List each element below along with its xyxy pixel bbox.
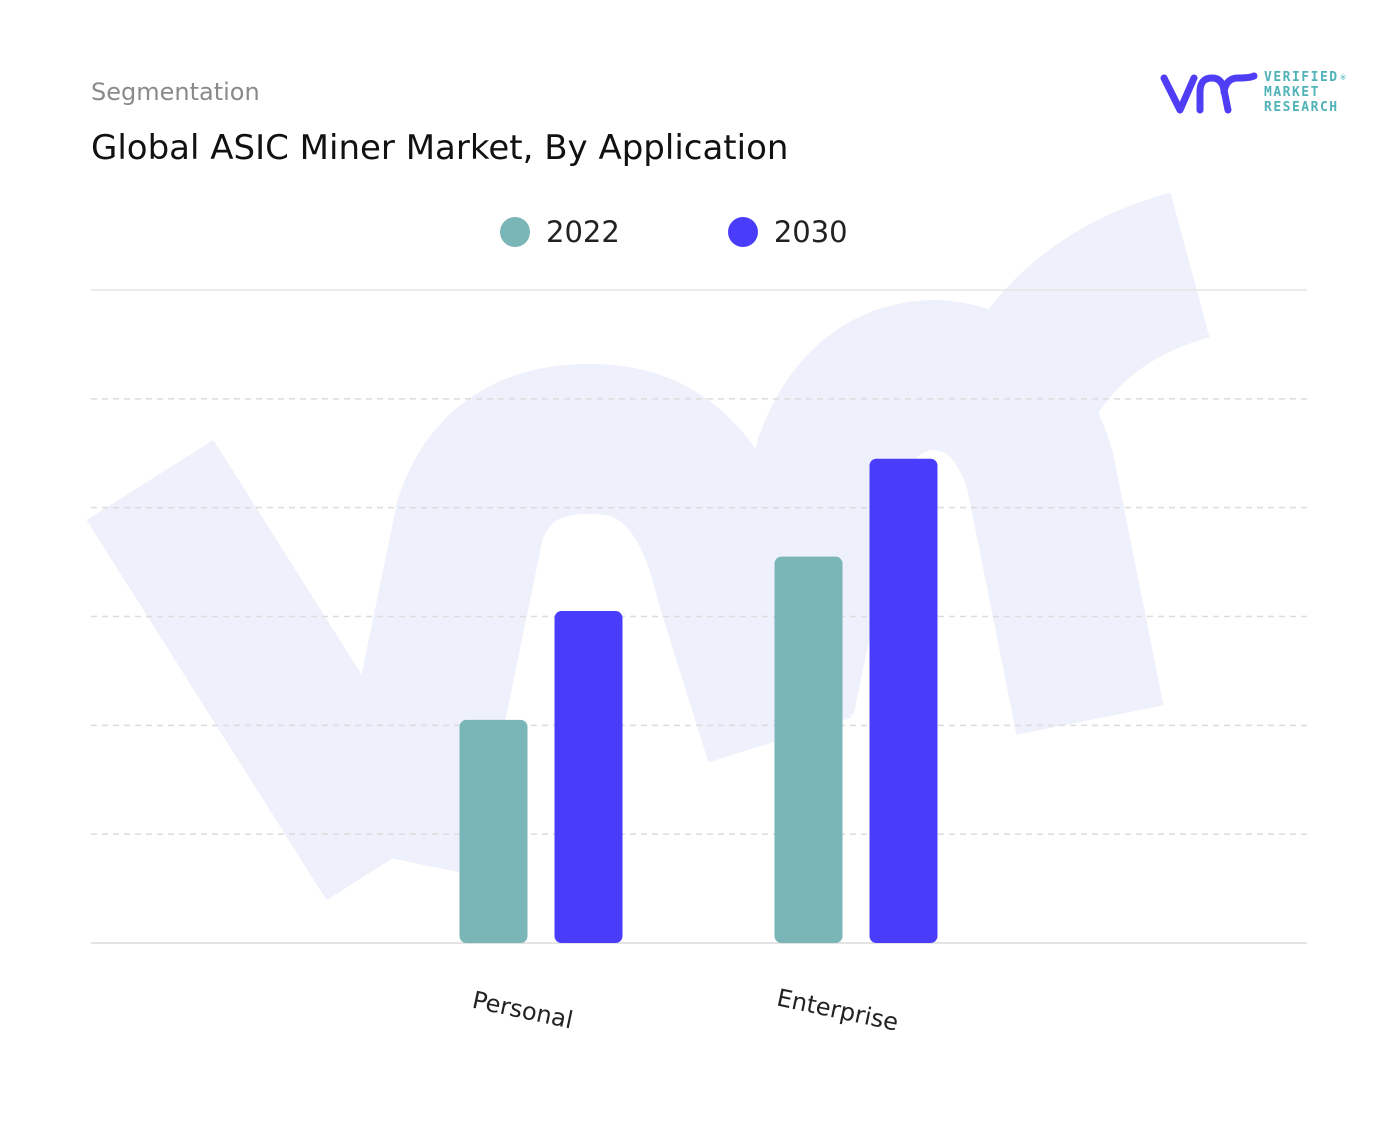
legend-label-2030: 2030 — [773, 215, 848, 249]
x-tick-label-personal: Personal — [470, 986, 576, 1035]
legend-label-2022: 2022 — [546, 215, 620, 249]
vmr-logo-icon — [1160, 72, 1258, 114]
segment-label: Segmentation — [91, 78, 260, 106]
logo-text: VERIFIED ® MARKET RESEARCH — [1264, 70, 1347, 115]
logo-line-research: RESEARCH — [1264, 100, 1339, 115]
logo-line-verified: VERIFIED — [1264, 70, 1339, 85]
legend-item-2030: 2030 — [727, 215, 848, 249]
bar-personal-2022 — [459, 719, 528, 943]
bar-enterprise-2030 — [869, 458, 938, 943]
x-tick-label-enterprise: Enterprise — [774, 984, 901, 1037]
chart-title: Global ASIC Miner Market, By Application — [91, 128, 789, 168]
chart-legend: 2022 2030 — [500, 212, 956, 252]
legend-swatch-2022 — [500, 217, 530, 247]
watermark — [86, 192, 1212, 901]
bar-enterprise-2022 — [774, 556, 843, 943]
registered-mark: ® — [1340, 73, 1347, 82]
logo-line-market: MARKET — [1264, 85, 1320, 100]
bar-personal-2030 — [554, 611, 623, 943]
legend-item-2022: 2022 — [500, 215, 620, 249]
x-axis-labels: Personal Enterprise — [470, 984, 901, 1037]
legend-swatch-2030 — [727, 217, 758, 247]
brand-logo: VERIFIED ® MARKET RESEARCH — [1160, 70, 1360, 120]
grid-lines — [91, 398, 1307, 835]
bars — [459, 458, 938, 943]
